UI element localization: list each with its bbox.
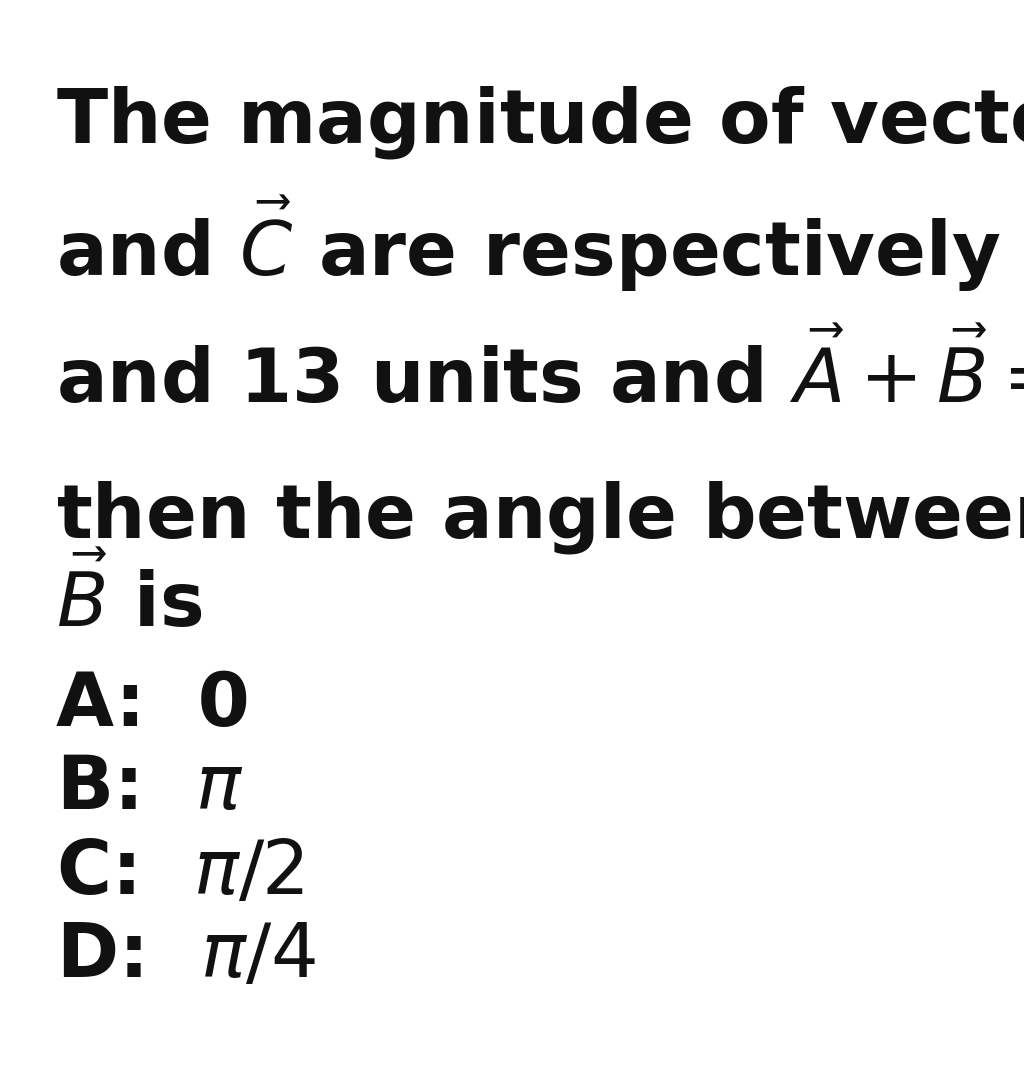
Text: The magnitude of vector $\vec{A}$, $\vec{B}$: The magnitude of vector $\vec{A}$, $\vec… <box>56 63 1024 161</box>
Text: $\vec{B}$ is: $\vec{B}$ is <box>56 559 203 642</box>
Text: A:  0: A: 0 <box>56 669 250 742</box>
Text: C:  $\pi/2$: C: $\pi/2$ <box>56 837 304 910</box>
Text: B:  $\pi$: B: $\pi$ <box>56 753 244 825</box>
Text: and 13 units and $\vec{A} + \vec{B} = \vec{C}$: and 13 units and $\vec{A} + \vec{B} = \v… <box>56 334 1024 419</box>
Text: then the angle between $\vec{A}$ and: then the angle between $\vec{A}$ and <box>56 459 1024 557</box>
Text: and $\vec{C}$ are respectively 12, 5: and $\vec{C}$ are respectively 12, 5 <box>56 193 1024 294</box>
Text: D:  $\pi/4$: D: $\pi/4$ <box>56 920 316 993</box>
